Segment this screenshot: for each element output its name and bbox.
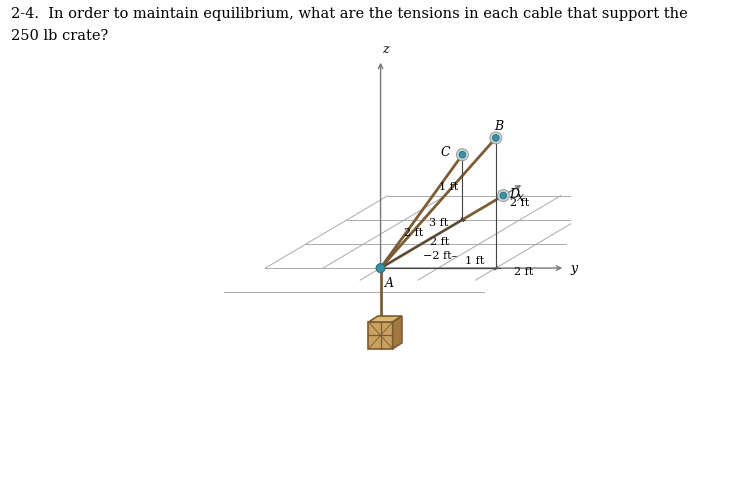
Text: 2 ft: 2 ft (430, 237, 450, 247)
Text: C: C (441, 146, 450, 159)
Circle shape (500, 192, 507, 199)
Polygon shape (368, 316, 402, 322)
Text: x: x (517, 191, 523, 204)
Text: 250 lb crate?: 250 lb crate? (11, 29, 108, 43)
Text: A: A (385, 277, 394, 290)
Circle shape (497, 190, 509, 201)
Text: 2 ft: 2 ft (514, 267, 534, 277)
Circle shape (493, 135, 499, 141)
Text: D: D (509, 188, 519, 201)
Text: −2 ft–: −2 ft– (423, 251, 457, 261)
Text: y: y (571, 262, 578, 275)
Text: 2 ft: 2 ft (405, 228, 423, 238)
Text: 2-4.  In order to maintain equilibrium, what are the tensions in each cable that: 2-4. In order to maintain equilibrium, w… (11, 7, 688, 21)
Text: 3 ft: 3 ft (429, 217, 448, 227)
Circle shape (376, 264, 385, 272)
Text: 2 ft: 2 ft (510, 198, 529, 208)
Text: B: B (494, 120, 503, 133)
Circle shape (490, 132, 502, 144)
Polygon shape (368, 322, 393, 349)
Circle shape (456, 149, 468, 161)
Text: 1 ft: 1 ft (438, 182, 458, 192)
Polygon shape (393, 316, 402, 349)
Circle shape (459, 151, 465, 158)
Text: 1 ft: 1 ft (465, 256, 484, 266)
Text: z: z (383, 43, 389, 56)
